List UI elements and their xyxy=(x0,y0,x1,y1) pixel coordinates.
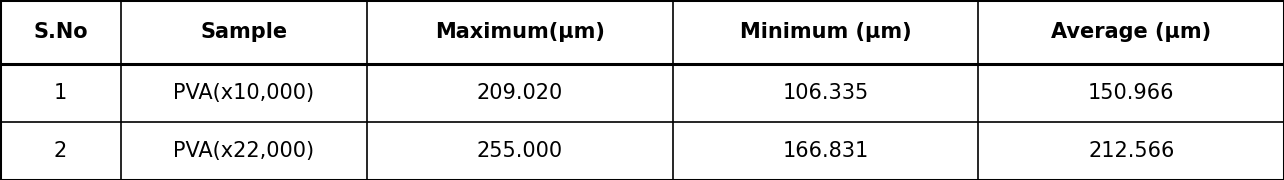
Text: 166.831: 166.831 xyxy=(782,141,869,161)
Text: Minimum (μm): Minimum (μm) xyxy=(740,22,912,42)
Text: 106.335: 106.335 xyxy=(782,83,869,103)
Text: 212.566: 212.566 xyxy=(1088,141,1175,161)
Text: Sample: Sample xyxy=(200,22,288,42)
Text: Average (μm): Average (μm) xyxy=(1052,22,1211,42)
Text: PVA(x10,000): PVA(x10,000) xyxy=(173,83,315,103)
Text: Maximum(μm): Maximum(μm) xyxy=(435,22,605,42)
Text: PVA(x22,000): PVA(x22,000) xyxy=(173,141,315,161)
Text: S.No: S.No xyxy=(33,22,87,42)
Text: 1: 1 xyxy=(54,83,67,103)
Text: 255.000: 255.000 xyxy=(476,141,564,161)
Text: 2: 2 xyxy=(54,141,67,161)
Text: 150.966: 150.966 xyxy=(1088,83,1175,103)
Text: 209.020: 209.020 xyxy=(476,83,564,103)
